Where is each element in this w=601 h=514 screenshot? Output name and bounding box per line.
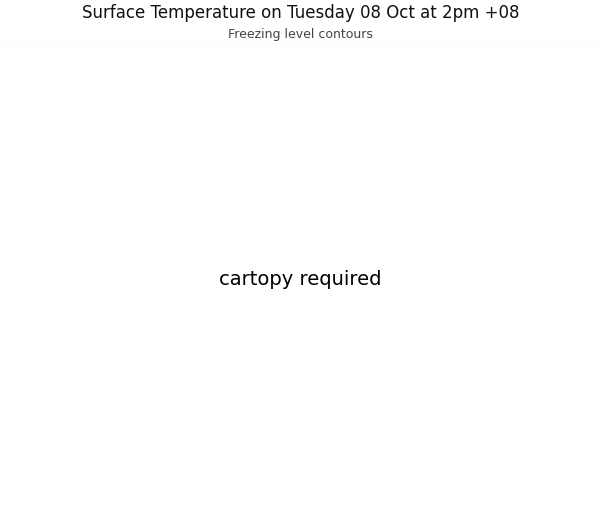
Text: Surface Temperature on Tuesday 08 Oct at 2pm +08: Surface Temperature on Tuesday 08 Oct at…	[82, 4, 519, 22]
Text: cartopy required: cartopy required	[219, 270, 382, 288]
Text: Freezing level contours: Freezing level contours	[228, 28, 373, 41]
